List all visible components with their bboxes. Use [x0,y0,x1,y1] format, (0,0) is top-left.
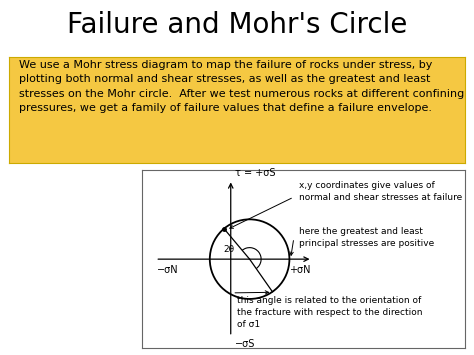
Text: −σS: −σS [235,339,255,349]
Text: here the greatest and least
principal stresses are positive: here the greatest and least principal st… [299,228,434,248]
Text: 2θ: 2θ [224,245,235,254]
Text: We use a Mohr stress diagram to map the failure of rocks under stress, by
plotti: We use a Mohr stress diagram to map the … [18,60,464,113]
Text: this angle is related to the orientation of
the fracture with respect to the dir: this angle is related to the orientation… [237,296,422,329]
Text: +σN: +σN [289,266,310,275]
Text: Failure and Mohr's Circle: Failure and Mohr's Circle [67,11,407,39]
Text: x,y coordinates give values of
normal and shear stresses at failure: x,y coordinates give values of normal an… [299,181,462,202]
Text: −σN: −σN [157,266,179,275]
Text: τ = +σS: τ = +σS [235,169,275,179]
